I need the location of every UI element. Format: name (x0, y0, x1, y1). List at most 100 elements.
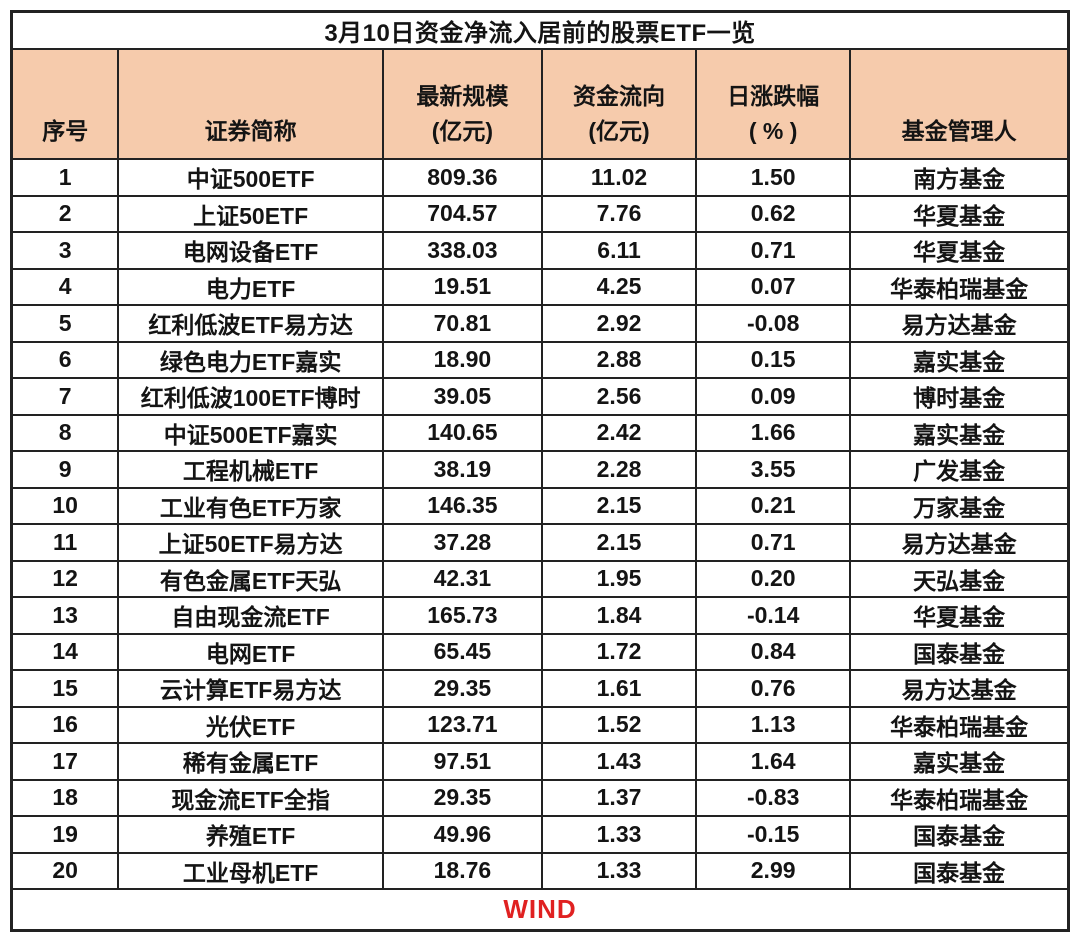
cell-rank: 19 (13, 817, 120, 852)
cell-latest-scale: 37.28 (384, 525, 543, 560)
cell-fund-manager: 华夏基金 (913, 604, 1006, 631)
cell-fund-flow: 2.15 (543, 488, 698, 523)
cell-security-name: 上证50ETF (119, 196, 384, 231)
cell-security-name: 红利低波ETF易方达 (119, 306, 384, 341)
cell-latest-scale: 146.35 (384, 488, 543, 523)
cell-fund-flow: 1.84 (543, 598, 698, 633)
table-row: 20 工业母机ETF 18.76 1.33 2.99 国泰基金 (13, 853, 1067, 890)
cell-fund-manager: 南方基金 (913, 166, 1006, 193)
column-header-latest-scale: 最新规模 (亿元) (384, 50, 543, 158)
cell-rank: 16 (13, 707, 120, 742)
cell-latest-scale: 97.51 (384, 744, 543, 779)
cell-fund-manager: 嘉实基金 (913, 421, 1006, 448)
cell-fund-manager: 华夏基金 (913, 202, 1006, 229)
column-header-sublabel: (亿元) (588, 117, 650, 144)
column-header-sublabel: (亿元) (431, 117, 494, 144)
cell-rank: 3 (13, 233, 120, 268)
column-header-security-name: 证券简称 (119, 50, 384, 158)
table-row: 9 工程机械ETF 38.19 2.28 3.55 广发基金 (13, 452, 1067, 489)
cell-rank: 17 (13, 744, 120, 779)
table-row: 10 工业有色ETF万家 146.35 2.15 0.21 万家基金 (13, 488, 1067, 525)
cell-security-name: 红利低波100ETF博时 (119, 379, 384, 414)
cell-daily-change: -0.14 (697, 598, 852, 633)
table-row: 3 电网设备ETF 338.03 6.11 0.71 华夏基金 (13, 233, 1067, 270)
cell-fund-flow: 2.15 (543, 525, 698, 560)
cell-rank: 1 (13, 160, 120, 195)
cell-fund-manager: 博时基金 (913, 385, 1006, 412)
cell-security-name: 上证50ETF易方达 (119, 525, 384, 560)
cell-fund-manager: 国泰基金 (913, 640, 1006, 667)
cell-security-name: 电网ETF (119, 634, 384, 669)
column-header-label: 资金流向 (573, 83, 666, 109)
table-row: 4 电力ETF 19.51 4.25 0.07 华泰柏瑞基金 (13, 269, 1067, 306)
cell-fund-manager: 华夏基金 (913, 239, 1006, 266)
cell-daily-change: 1.64 (697, 744, 852, 779)
cell-daily-change: 1.13 (697, 707, 852, 742)
cell-latest-scale: 18.90 (384, 342, 543, 377)
cell-latest-scale: 49.96 (384, 817, 543, 852)
cell-security-name: 工业有色ETF万家 (119, 488, 384, 523)
cell-security-name: 电网设备ETF (119, 233, 384, 268)
cell-latest-scale: 19.51 (384, 269, 543, 304)
cell-fund-manager: 嘉实基金 (913, 348, 1006, 375)
cell-rank: 14 (13, 634, 120, 669)
table-row: 5 红利低波ETF易方达 70.81 2.92 -0.08 易方达基金 (13, 306, 1067, 343)
cell-fund-flow: 1.33 (543, 817, 698, 852)
cell-rank: 9 (13, 452, 120, 487)
cell-security-name: 光伏ETF (119, 707, 384, 742)
cell-fund-flow: 6.11 (543, 233, 698, 268)
cell-fund-flow: 1.61 (543, 671, 698, 706)
table-row: 18 现金流ETF全指 29.35 1.37 -0.83 华泰柏瑞基金 (13, 780, 1067, 817)
cell-daily-change: -0.83 (697, 780, 852, 815)
column-header-label: 日涨跌幅 (727, 83, 820, 109)
cell-security-name: 现金流ETF全指 (119, 780, 384, 815)
column-header-fund-flow: 资金流向 (亿元) (543, 50, 698, 158)
cell-rank: 18 (13, 780, 120, 815)
cell-security-name: 中证500ETF嘉实 (119, 415, 384, 450)
etf-flow-table: 3月10日资金净流入居前的股票ETF一览 序号 证券简称 最新规模 (亿元) 资… (10, 10, 1070, 932)
table-row: 7 红利低波100ETF博时 39.05 2.56 0.09 博时基金 (13, 379, 1067, 416)
column-header-fund-manager: 基金管理人 (851, 50, 1067, 158)
table-row: 17 稀有金属ETF 97.51 1.43 1.64 嘉实基金 (13, 744, 1067, 781)
cell-security-name: 稀有金属ETF (119, 744, 384, 779)
cell-rank: 7 (13, 379, 120, 414)
table-row: 1 中证500ETF 809.36 11.02 1.50 南方基金 (13, 160, 1067, 197)
cell-fund-manager: 国泰基金 (913, 859, 1006, 886)
table-row: 6 绿色电力ETF嘉实 18.90 2.88 0.15 嘉实基金 (13, 342, 1067, 379)
cell-daily-change: 0.71 (697, 233, 852, 268)
cell-daily-change: 0.07 (697, 269, 852, 304)
cell-rank: 6 (13, 342, 120, 377)
cell-fund-flow: 1.37 (543, 780, 698, 815)
table-title: 3月10日资金净流入居前的股票ETF一览 (13, 13, 1067, 50)
cell-fund-flow: 1.52 (543, 707, 698, 742)
cell-rank: 10 (13, 488, 120, 523)
table-row: 13 自由现金流ETF 165.73 1.84 -0.14 华夏基金 (13, 598, 1067, 635)
cell-fund-flow: 2.88 (543, 342, 698, 377)
cell-daily-change: 0.21 (697, 488, 852, 523)
cell-latest-scale: 38.19 (384, 452, 543, 487)
cell-daily-change: 1.50 (697, 160, 852, 195)
cell-fund-manager: 国泰基金 (913, 823, 1006, 850)
cell-rank: 11 (13, 525, 120, 560)
cell-security-name: 有色金属ETF天弘 (119, 561, 384, 596)
cell-daily-change: 0.20 (697, 561, 852, 596)
table-row: 16 光伏ETF 123.71 1.52 1.13 华泰柏瑞基金 (13, 707, 1067, 744)
cell-security-name: 养殖ETF (119, 817, 384, 852)
table-body: 1 中证500ETF 809.36 11.02 1.50 南方基金 2 上证50ETF 704.… (13, 160, 1067, 890)
cell-latest-scale: 338.03 (384, 233, 543, 268)
table-row: 14 电网ETF 65.45 1.72 0.84 国泰基金 (13, 634, 1067, 671)
cell-rank: 8 (13, 415, 120, 450)
column-header-label: 序号 (42, 117, 89, 144)
cell-fund-flow: 2.92 (543, 306, 698, 341)
column-header-label: 证券简称 (204, 117, 297, 144)
table-row: 15 云计算ETF易方达 29.35 1.61 0.76 易方达基金 (13, 671, 1067, 708)
cell-security-name: 电力ETF (119, 269, 384, 304)
column-header-rank: 序号 (13, 50, 120, 158)
cell-daily-change: 1.66 (697, 415, 852, 450)
cell-daily-change: 0.76 (697, 671, 852, 706)
cell-latest-scale: 165.73 (384, 598, 543, 633)
cell-fund-flow: 1.33 (543, 853, 698, 888)
cell-daily-change: 0.71 (697, 525, 852, 560)
cell-security-name: 云计算ETF易方达 (119, 671, 384, 706)
cell-rank: 5 (13, 306, 120, 341)
